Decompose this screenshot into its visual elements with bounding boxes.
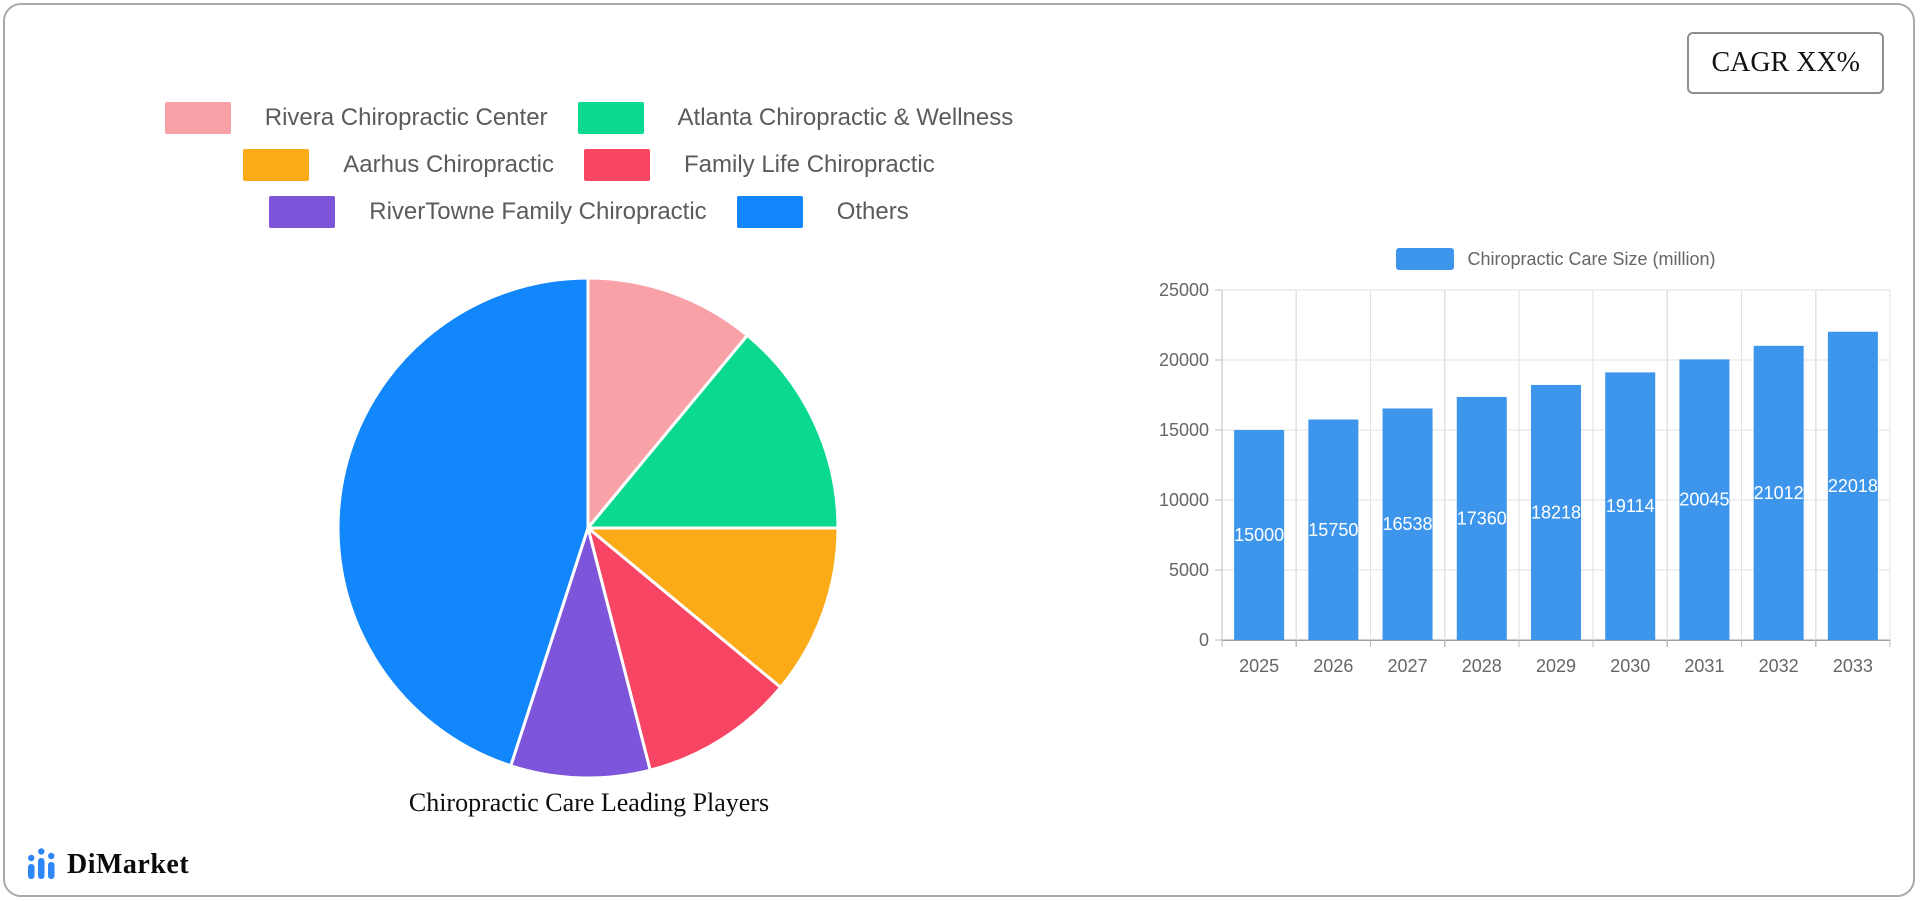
pie-chart [336, 276, 840, 780]
legend-swatch [584, 149, 650, 181]
bar-chart-icon [28, 848, 55, 879]
legend-label: RiverTowne Family Chiropractic [369, 198, 707, 225]
y-axis-label: 5000 [1169, 560, 1209, 580]
chart-card-frame [3, 3, 1915, 897]
legend-item[interactable]: RiverTowne Family Chiropractic [269, 196, 707, 228]
y-axis-label: 20000 [1159, 350, 1209, 370]
bar[interactable] [1234, 430, 1285, 640]
y-axis-label: 0 [1199, 630, 1209, 650]
legend-row: Rivera Chiropractic Center Atlanta Chirop… [164, 102, 1014, 134]
pie-slice[interactable] [509, 526, 652, 780]
pie-chart-title: Chiropractic Care Leading Players [408, 788, 770, 817]
legend-item[interactable]: Atlanta Chiropractic & Wellness [577, 102, 1014, 134]
legend-swatch [269, 196, 336, 228]
bar-value-label: 16538 [1383, 514, 1433, 534]
brand-icon-bar [28, 864, 35, 879]
bar[interactable] [1308, 419, 1359, 641]
legend-label: Others [836, 198, 909, 225]
bar[interactable] [1679, 359, 1730, 640]
x-axis-label: 2030 [1610, 656, 1650, 676]
bar-value-label: 17360 [1457, 508, 1507, 528]
bar[interactable] [1827, 331, 1878, 640]
pie-slice[interactable] [586, 526, 840, 689]
brand-icon-dot [28, 854, 35, 862]
legend-swatch [164, 102, 231, 134]
x-axis-label: 2029 [1536, 656, 1576, 676]
legend-label: Family Life Chiropractic [684, 151, 935, 178]
x-axis-label: 2031 [1684, 656, 1724, 676]
brand-name: DiMarket [67, 849, 190, 880]
legend-row: Aarhus Chiropractic Family Life Chiroprac… [243, 149, 935, 181]
x-axis-label: 2026 [1313, 656, 1353, 676]
y-axis-label: 15000 [1159, 420, 1209, 440]
legend-swatch [736, 196, 803, 228]
cagr-badge: CAGR XX% [1687, 32, 1884, 94]
x-axis-label: 2033 [1833, 656, 1873, 676]
brand-icon-dot [38, 848, 45, 855]
brand-icon-bar [48, 862, 55, 879]
x-axis-label: 2028 [1462, 656, 1502, 676]
legend-row: RiverTowne Family Chiropractic Others [269, 196, 909, 228]
legend-item[interactable]: Others [736, 196, 909, 228]
bar-value-label: 22018 [1828, 476, 1878, 496]
brand-icon-bar [38, 858, 45, 879]
bar-value-label: 18218 [1531, 502, 1581, 522]
pie-slice[interactable] [586, 333, 840, 530]
legend-item[interactable]: Rivera Chiropractic Center [164, 102, 548, 134]
pie-legend: Rivera Chiropractic Center Atlanta Chirop… [0, 102, 1178, 228]
bar[interactable] [1605, 372, 1656, 640]
legend-swatch [243, 149, 310, 181]
bar[interactable] [1382, 408, 1433, 640]
bar-chart: 0 5000 10000 15000 20000 25000 15000 2025 15750 2… [1159, 280, 1891, 676]
legend-label: Rivera Chiropractic Center [264, 104, 548, 131]
x-axis-label: 2025 [1239, 656, 1279, 676]
bar[interactable] [1531, 384, 1581, 640]
legend-item[interactable]: Aarhus Chiropractic [243, 149, 554, 181]
bar-value-label: 21012 [1754, 483, 1804, 503]
y-axis-label: 10000 [1159, 490, 1209, 510]
cagr-label: CAGR XX% [1711, 47, 1860, 78]
y-axis-label: 25000 [1159, 280, 1209, 300]
pie-slice[interactable] [586, 276, 749, 530]
brand-logo: DiMarket [26, 847, 189, 883]
bar-chart-legend[interactable]: Chiropractic Care Size (million) [1222, 248, 1890, 270]
bar-value-label: 20045 [1679, 490, 1729, 510]
bar[interactable] [1753, 345, 1804, 640]
bar-legend-label: Chiropractic Care Size (million) [1467, 248, 1716, 269]
bar-value-label: 15000 [1234, 525, 1284, 545]
bar-value-label: 15750 [1308, 520, 1358, 540]
brand-icon-dot [48, 852, 55, 860]
legend-item[interactable]: Family Life Chiropractic [584, 149, 935, 181]
legend-swatch [577, 102, 644, 134]
pie-slice[interactable] [336, 276, 590, 768]
x-axis-label: 2032 [1759, 656, 1799, 676]
bar-chart-section: Chiropractic Care Size (million) 0 5000 10… [1148, 234, 1920, 704]
legend-label: Atlanta Chiropractic & Wellness [677, 104, 1014, 131]
legend-label: Aarhus Chiropractic [343, 151, 554, 178]
bar[interactable] [1456, 396, 1507, 640]
x-axis-label: 2027 [1388, 656, 1428, 676]
bar-legend-swatch [1396, 248, 1455, 270]
bar-value-label: 19114 [1606, 496, 1655, 516]
